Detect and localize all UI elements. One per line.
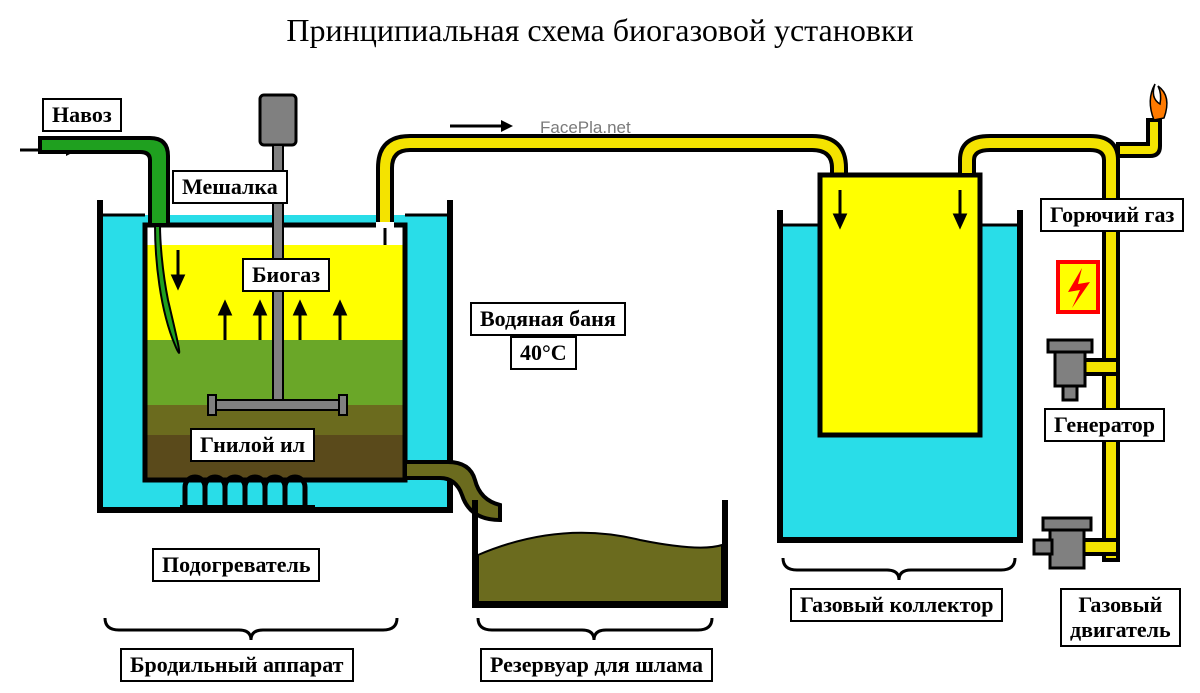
label-biogas: Биогаз	[242, 258, 330, 292]
generator-icon	[1048, 340, 1092, 400]
diagram-svg	[0, 0, 1200, 693]
gas-engine-icon	[1034, 518, 1091, 568]
label-engine: Газовый двигатель	[1060, 588, 1181, 647]
label-generator: Генератор	[1044, 408, 1165, 442]
label-manure: Навоз	[42, 98, 122, 132]
label-sludge-tank: Резервуар для шлама	[480, 648, 713, 682]
label-water-bath-temp: 40°C	[510, 336, 577, 370]
label-engine-line2: двигатель	[1070, 617, 1171, 642]
label-gas-out: Горючий газ	[1040, 198, 1184, 232]
label-engine-line1: Газовый	[1078, 592, 1162, 617]
label-water-bath: Водяная баня	[470, 302, 626, 336]
watermark-small: FacePla.net	[540, 118, 631, 138]
label-gas-collector: Газовый коллектор	[790, 588, 1003, 622]
label-fermenter: Бродильный аппарат	[120, 648, 354, 682]
label-mixer: Мешалка	[172, 170, 288, 204]
label-rotten-sludge: Гнилой ил	[190, 428, 315, 462]
label-heater: Подогреватель	[152, 548, 320, 582]
